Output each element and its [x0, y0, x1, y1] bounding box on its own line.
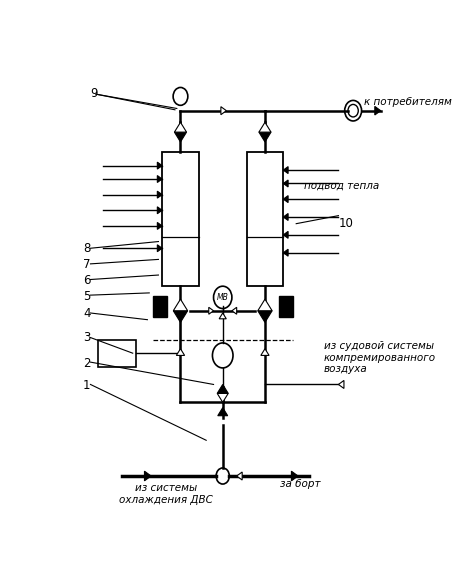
Polygon shape	[173, 299, 188, 311]
Text: 10: 10	[338, 217, 353, 230]
Polygon shape	[232, 307, 237, 314]
Text: 2: 2	[83, 357, 91, 369]
Polygon shape	[283, 180, 288, 187]
Polygon shape	[157, 191, 162, 198]
Bar	[162, 152, 199, 286]
Text: 1: 1	[83, 379, 91, 392]
Polygon shape	[338, 380, 344, 389]
Polygon shape	[375, 106, 381, 115]
Polygon shape	[219, 313, 226, 319]
Polygon shape	[218, 408, 228, 416]
Polygon shape	[157, 162, 162, 169]
Polygon shape	[209, 307, 213, 314]
Polygon shape	[258, 299, 272, 311]
Polygon shape	[157, 176, 162, 183]
Text: МВ: МВ	[217, 293, 228, 302]
Text: 6: 6	[83, 274, 91, 287]
Polygon shape	[283, 231, 288, 238]
Polygon shape	[157, 222, 162, 230]
Polygon shape	[173, 311, 188, 322]
Polygon shape	[283, 249, 288, 256]
Polygon shape	[176, 349, 184, 356]
Text: 4: 4	[83, 307, 91, 320]
Bar	[246, 152, 283, 286]
Polygon shape	[145, 471, 151, 481]
Polygon shape	[283, 195, 288, 202]
Polygon shape	[174, 122, 187, 132]
Polygon shape	[217, 393, 228, 403]
Text: 9: 9	[91, 87, 98, 100]
Polygon shape	[157, 207, 162, 214]
Polygon shape	[258, 311, 272, 322]
Bar	[153, 296, 167, 317]
Polygon shape	[217, 385, 228, 393]
Text: из судовой системы
компремированного
воздуха: из судовой системы компремированного воз…	[324, 341, 436, 374]
Text: 5: 5	[83, 289, 91, 303]
Polygon shape	[157, 245, 162, 252]
Bar	[98, 340, 137, 367]
Polygon shape	[283, 166, 288, 173]
Text: 3: 3	[83, 331, 91, 344]
Bar	[279, 296, 293, 317]
Text: 7: 7	[83, 258, 91, 271]
Text: к потребителям: к потребителям	[364, 97, 452, 107]
Text: из системы
охлаждения ДВС: из системы охлаждения ДВС	[119, 483, 213, 505]
Polygon shape	[237, 472, 242, 480]
Polygon shape	[261, 349, 269, 356]
Text: подвод тепла: подвод тепла	[303, 181, 379, 191]
Polygon shape	[174, 132, 187, 142]
Text: за борт: за борт	[280, 478, 320, 488]
Polygon shape	[259, 132, 271, 142]
Text: 8: 8	[83, 242, 91, 255]
Polygon shape	[221, 107, 227, 115]
Polygon shape	[259, 122, 271, 132]
Polygon shape	[283, 213, 288, 220]
Polygon shape	[292, 471, 298, 481]
